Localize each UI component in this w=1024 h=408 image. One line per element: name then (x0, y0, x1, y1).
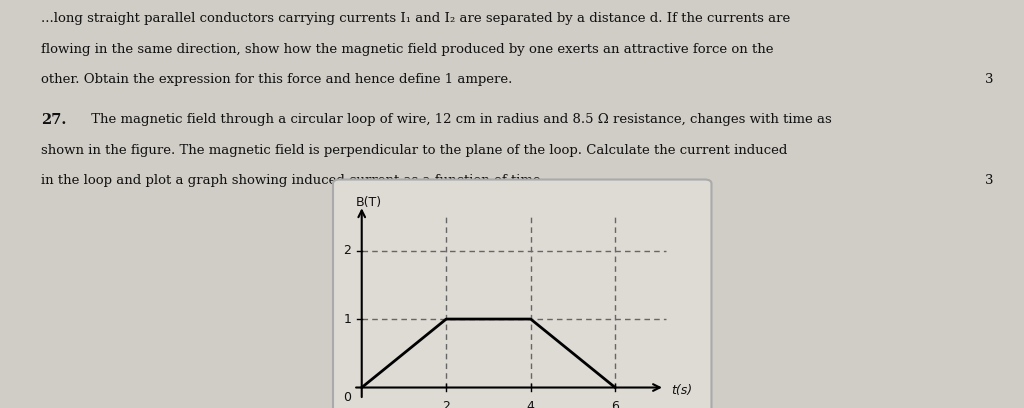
Text: shown in the figure. The magnetic field is perpendicular to the plane of the loo: shown in the figure. The magnetic field … (41, 144, 787, 157)
Text: 27.: 27. (41, 113, 67, 127)
Text: t(s): t(s) (671, 384, 692, 397)
Text: 6: 6 (611, 400, 620, 408)
Text: 0: 0 (343, 391, 351, 404)
Text: 3: 3 (985, 73, 993, 86)
Text: other. Obtain the expression for this force and hence define 1 ampere.: other. Obtain the expression for this fo… (41, 73, 512, 86)
Text: in the loop and plot a graph showing induced current as a function of time.: in the loop and plot a graph showing ind… (41, 175, 545, 187)
FancyBboxPatch shape (333, 180, 712, 408)
Text: 1: 1 (343, 313, 351, 326)
Text: 2: 2 (343, 244, 351, 257)
Text: 3: 3 (985, 175, 993, 187)
Text: The magnetic field through a circular loop of wire, 12 cm in radius and 8.5 Ω re: The magnetic field through a circular lo… (87, 113, 831, 126)
Text: 4: 4 (526, 400, 535, 408)
Text: B(T): B(T) (355, 196, 382, 209)
Text: 2: 2 (442, 400, 451, 408)
Text: flowing in the same direction, show how the magnetic field produced by one exert: flowing in the same direction, show how … (41, 43, 773, 56)
Text: ...long straight parallel conductors carrying currents I₁ and I₂ are separated b: ...long straight parallel conductors car… (41, 12, 791, 25)
